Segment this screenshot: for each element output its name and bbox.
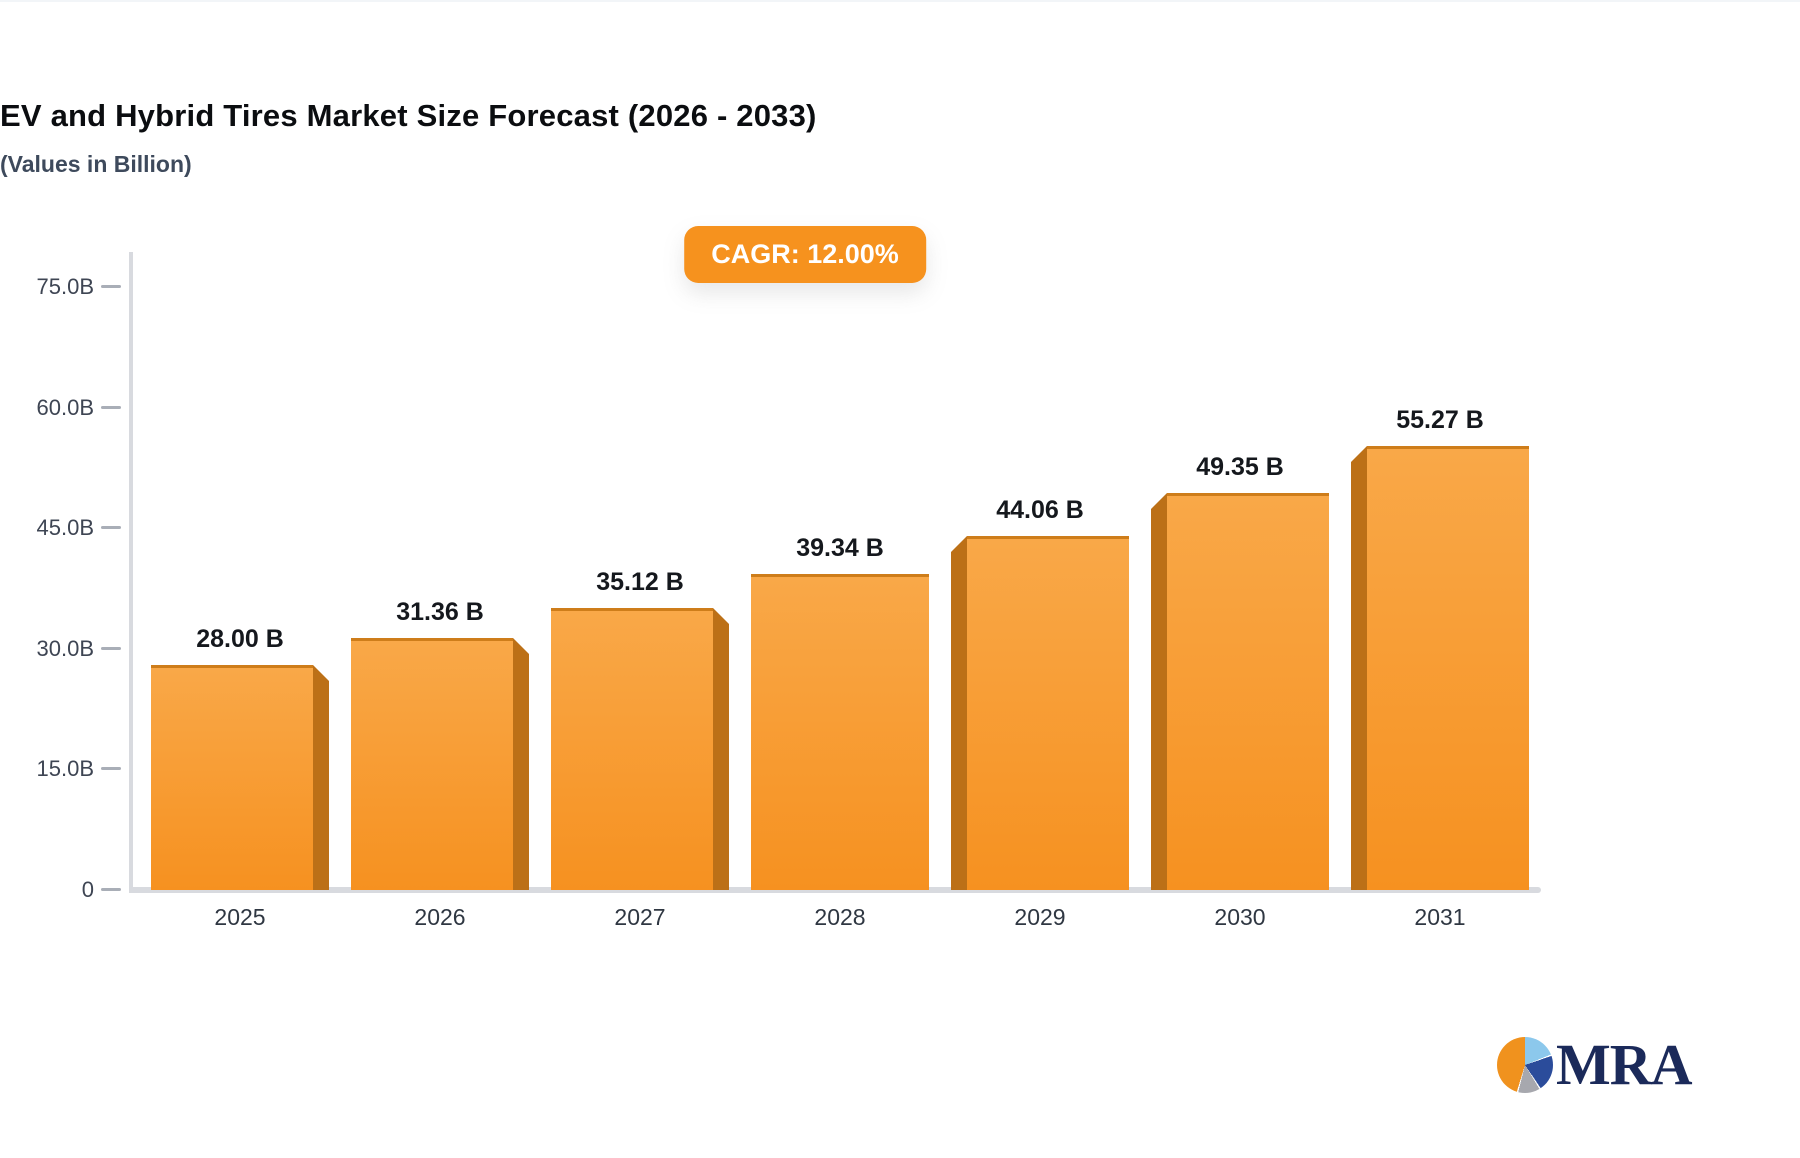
bar-front-face [351,638,513,890]
x-axis-line [129,887,1541,893]
bar-value-label: 55.27 B [1396,406,1484,434]
bar [1351,446,1529,890]
logo-text: MRA [1556,1032,1693,1097]
bar [351,638,529,890]
bar [551,608,729,890]
bar-value-label: 39.34 B [796,534,884,562]
bar-value-label: 31.36 B [396,598,484,626]
bar-side-face [513,638,529,890]
bar-front-face [151,665,313,890]
x-tick-label: 2031 [1414,904,1466,930]
y-tick-mark [101,646,121,650]
bar-front-face [1167,493,1329,890]
bar-value-label: 44.06 B [996,496,1084,524]
y-tick-label: 75.0B [36,274,95,299]
bar-side-face [1151,493,1167,890]
bar-side-face [313,665,329,890]
y-tick-mark [101,767,121,771]
y-tick-mark [101,285,121,288]
x-tick-label: 2027 [614,904,666,930]
bar-side-face [1351,446,1367,890]
bar-value-label: 49.35 B [1196,453,1284,481]
bar [1151,493,1329,890]
bar-side-face [713,608,729,890]
bar-value-label: 28.00 B [196,625,284,653]
cagr-badge: CAGR: 12.00% [684,226,926,283]
x-tick-label: 2028 [814,904,866,930]
y-tick-mark [101,888,121,891]
y-tick-label: 15.0B [36,756,95,782]
chart-title: EV and Hybrid Tires Market Size Forecast… [0,98,817,133]
bar [951,536,1129,890]
x-tick-label: 2030 [1214,904,1266,930]
pie-chart-logo-icon [1497,1037,1553,1093]
bar-front-face [551,608,713,890]
bar-side-face [951,536,967,890]
bar-front-face [751,574,929,890]
x-tick-label: 2029 [1014,904,1066,930]
brand-logo: MRA [1497,1032,1693,1098]
y-tick-label: 45.0B [36,515,95,541]
y-tick-label: 60.0B [36,394,95,420]
bar [751,574,929,890]
chart-subtitle: (Values in Billion) [0,151,192,177]
bar-front-face [1367,446,1529,890]
y-tick-mark [101,526,121,530]
y-tick-label: 30.0B [36,635,95,661]
y-axis-line [129,252,133,893]
bar-front-face [967,536,1129,890]
y-tick-mark [101,405,121,409]
bar-value-label: 35.12 B [596,568,684,596]
y-tick-label: 0 [81,877,94,902]
x-tick-label: 2025 [214,904,266,930]
x-tick-label: 2026 [414,904,466,930]
bar [151,665,329,890]
